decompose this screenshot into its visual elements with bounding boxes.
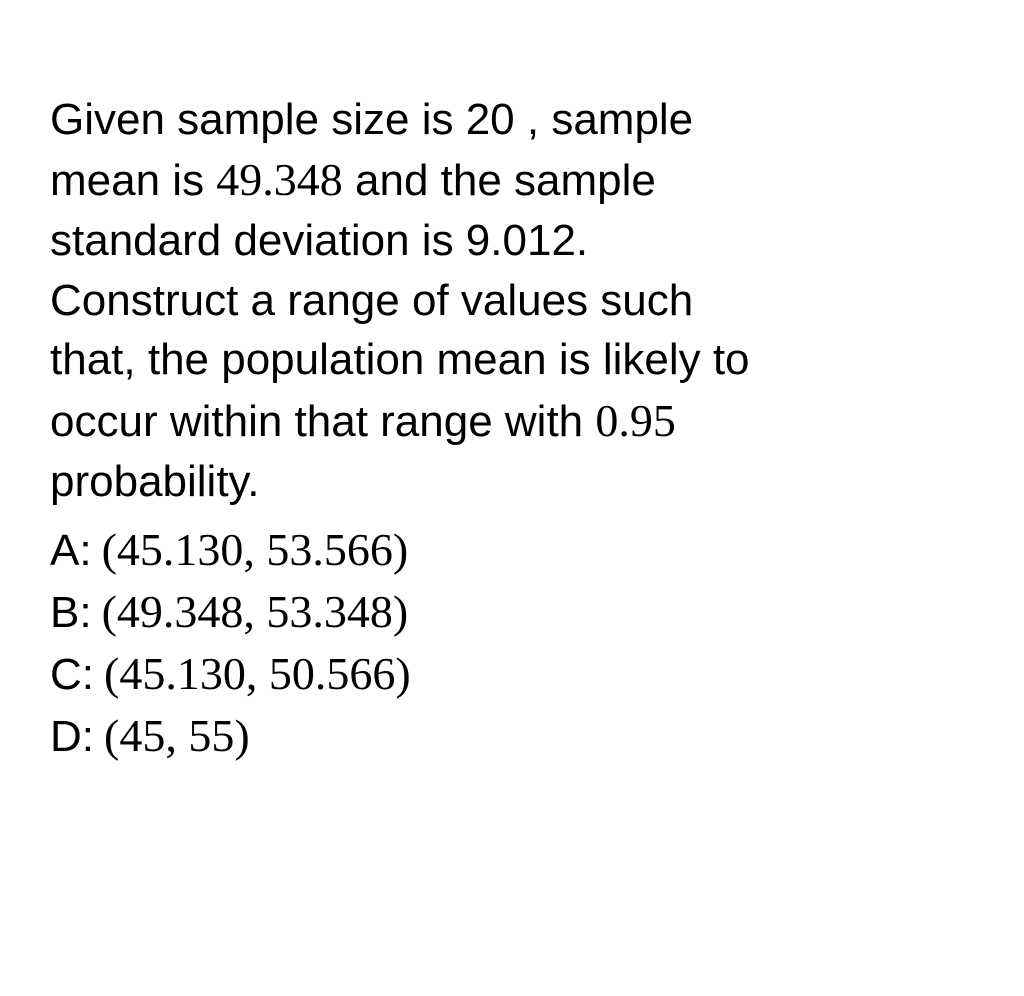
option-a-label: A:: [50, 521, 92, 580]
option-a-value: (45.130, 53.566): [102, 519, 409, 581]
question-line-1: Given sample size is 20 , sample: [50, 95, 693, 144]
question-line-3: standard deviation is 9.012.: [50, 216, 588, 265]
option-b-label: B:: [50, 583, 92, 642]
option-d-value: (45, 55): [104, 705, 250, 767]
option-d-label: D:: [50, 707, 94, 766]
question-line-6-prefix: occur within that range with: [50, 397, 595, 446]
option-c[interactable]: C: (45.130, 50.566): [50, 643, 974, 705]
option-b-value: (49.348, 53.348): [102, 581, 409, 643]
question-line-5: that, the population mean is likely to: [50, 335, 750, 384]
question-text: Given sample size is 20 , sample mean is…: [50, 90, 974, 511]
question-math-mean: 49.348: [216, 154, 343, 205]
question-container: Given sample size is 20 , sample mean is…: [50, 90, 974, 768]
option-c-value: (45.130, 50.566): [104, 643, 411, 705]
question-line-7: probability.: [50, 457, 260, 506]
options-list: A: (45.130, 53.566) B: (49.348, 53.348) …: [50, 519, 974, 767]
option-a[interactable]: A: (45.130, 53.566): [50, 519, 974, 581]
option-b[interactable]: B: (49.348, 53.348): [50, 581, 974, 643]
question-line-2-suffix: and the sample: [343, 156, 656, 205]
option-d[interactable]: D: (45, 55): [50, 705, 974, 767]
question-line-2-prefix: mean is: [50, 156, 216, 205]
option-c-label: C:: [50, 645, 94, 704]
question-line-4: Construct a range of values such: [50, 276, 693, 325]
question-math-prob: 0.95: [595, 395, 676, 446]
